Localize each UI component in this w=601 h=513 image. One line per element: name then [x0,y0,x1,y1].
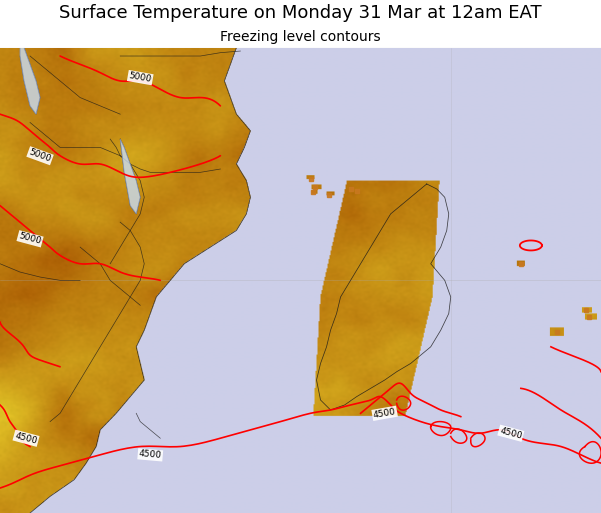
Text: 4500: 4500 [138,449,162,460]
Text: 5000: 5000 [18,231,42,246]
Text: 5000: 5000 [128,71,152,84]
Text: 4500: 4500 [373,407,397,420]
Polygon shape [120,139,140,214]
Text: Freezing level contours: Freezing level contours [220,30,381,44]
Text: 5000: 5000 [28,148,52,164]
Text: 4500: 4500 [499,426,523,441]
Text: Surface Temperature on Monday 31 Mar at 12am EAT: Surface Temperature on Monday 31 Mar at … [59,4,542,23]
Polygon shape [20,40,40,114]
Text: 4500: 4500 [14,431,38,445]
